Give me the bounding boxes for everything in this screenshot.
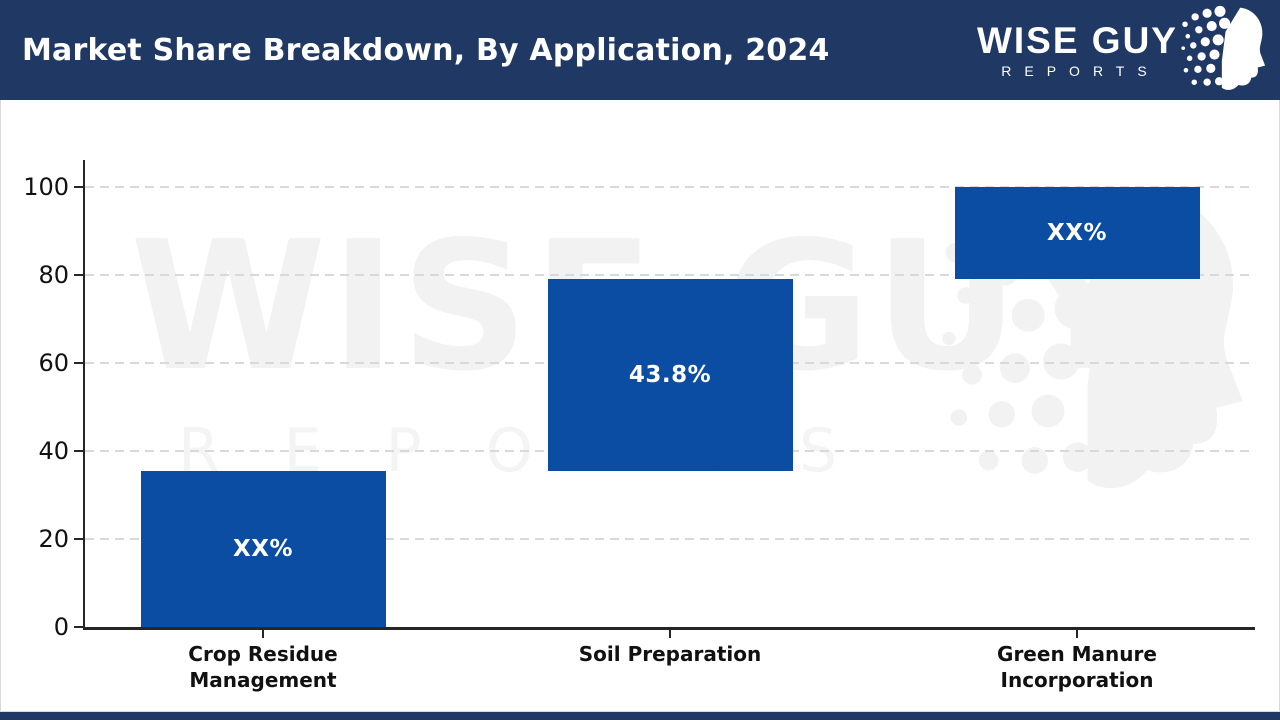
gridline-20 (85, 538, 1255, 541)
bar-segment: XX% (954, 187, 1200, 279)
bar-value-label: 43.8% (628, 362, 712, 389)
x-category-label: Soil Preparation (578, 642, 762, 666)
x-category-label: Green Manure Incorporation (997, 642, 1157, 692)
y-tick-label-20: 20 (38, 525, 69, 554)
wiseguy-logo-text: WISE GUY REPORTS (977, 22, 1178, 79)
y-tick-label-80: 80 (38, 261, 69, 290)
x-tick (669, 630, 671, 638)
footer-bar (0, 712, 1280, 720)
header-band: Market Share Breakdown, By Application, … (0, 0, 1280, 100)
y-tick-label-100: 100 (23, 173, 69, 202)
bar-value-label: XX% (232, 536, 293, 563)
plot-area: 0 20 40 60 80 100 XX% Crop Residue Management 43… (23, 160, 1255, 692)
logo-wordmark: WISE GUY (976, 19, 1178, 61)
y-tick-label-40: 40 (38, 437, 69, 466)
y-tick-20 (74, 538, 83, 541)
x-tick (1076, 630, 1078, 638)
x-category-label: Crop Residue Management (188, 642, 338, 692)
y-tick-60 (74, 362, 83, 365)
y-axis-line (83, 160, 85, 630)
bar-value-label: XX% (1046, 220, 1107, 246)
y-tick-label-0: 0 (53, 613, 69, 641)
wiseguy-logo: WISE GUY REPORTS (977, 0, 1266, 100)
y-tick-100 (74, 186, 83, 189)
bar-segment: 43.8% (547, 278, 793, 472)
y-tick-label-60: 60 (38, 349, 69, 378)
logo-subtitle: REPORTS (1001, 62, 1160, 79)
wiseguy-head-icon (1181, 5, 1266, 90)
x-axis-line (83, 627, 1255, 630)
bottom-hairline (0, 711, 1280, 712)
x-tick (262, 630, 264, 638)
y-tick-40 (74, 450, 83, 453)
bar-segment: XX% (140, 471, 386, 627)
y-tick-80 (74, 274, 83, 277)
page-title: Market Share Breakdown, By Application, … (22, 32, 830, 68)
y-tick-0 (74, 626, 83, 628)
gridline-100 (85, 186, 1255, 189)
gridline-80 (85, 274, 1255, 277)
